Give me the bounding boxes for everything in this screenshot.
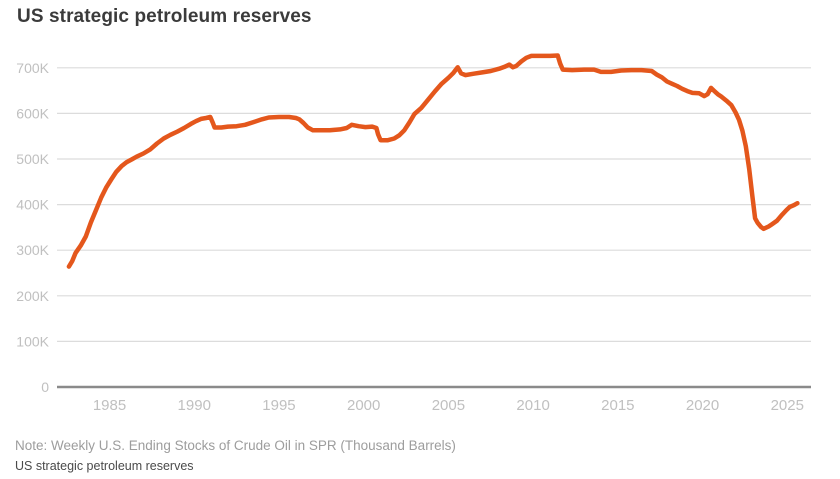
x-tick-label: 2005 [432,397,465,414]
x-tick-label: 2010 [516,397,549,414]
x-tick-label: 2020 [686,397,719,414]
x-tick-label: 1995 [262,397,295,414]
y-tick-label: 200K [16,288,49,304]
y-tick-label: 700K [16,60,49,76]
y-tick-label: 400K [16,197,49,213]
x-tick-label: 2000 [347,397,380,414]
x-tick-label: 2015 [601,397,634,414]
chart-title: US strategic petroleum reserves [17,6,312,27]
chart-source-caption: US strategic petroleum reserves [15,459,194,473]
reserves-series-line [66,53,800,269]
y-tick-label: 600K [16,105,49,121]
y-tick-label: 300K [16,242,49,258]
y-tick-label: 500K [16,151,49,167]
x-tick-label: 1985 [93,397,126,414]
x-tick-label: 1990 [178,397,211,414]
x-tick-label: 2025 [771,397,804,414]
y-tick-label: 0 [41,379,49,395]
y-tick-label: 100K [16,333,49,349]
chart-note: Note: Weekly U.S. Ending Stocks of Crude… [15,438,456,453]
line-chart: 0 100K 200K 300K 400K 500K 600K 700K 1985 1990 199… [16,53,811,414]
